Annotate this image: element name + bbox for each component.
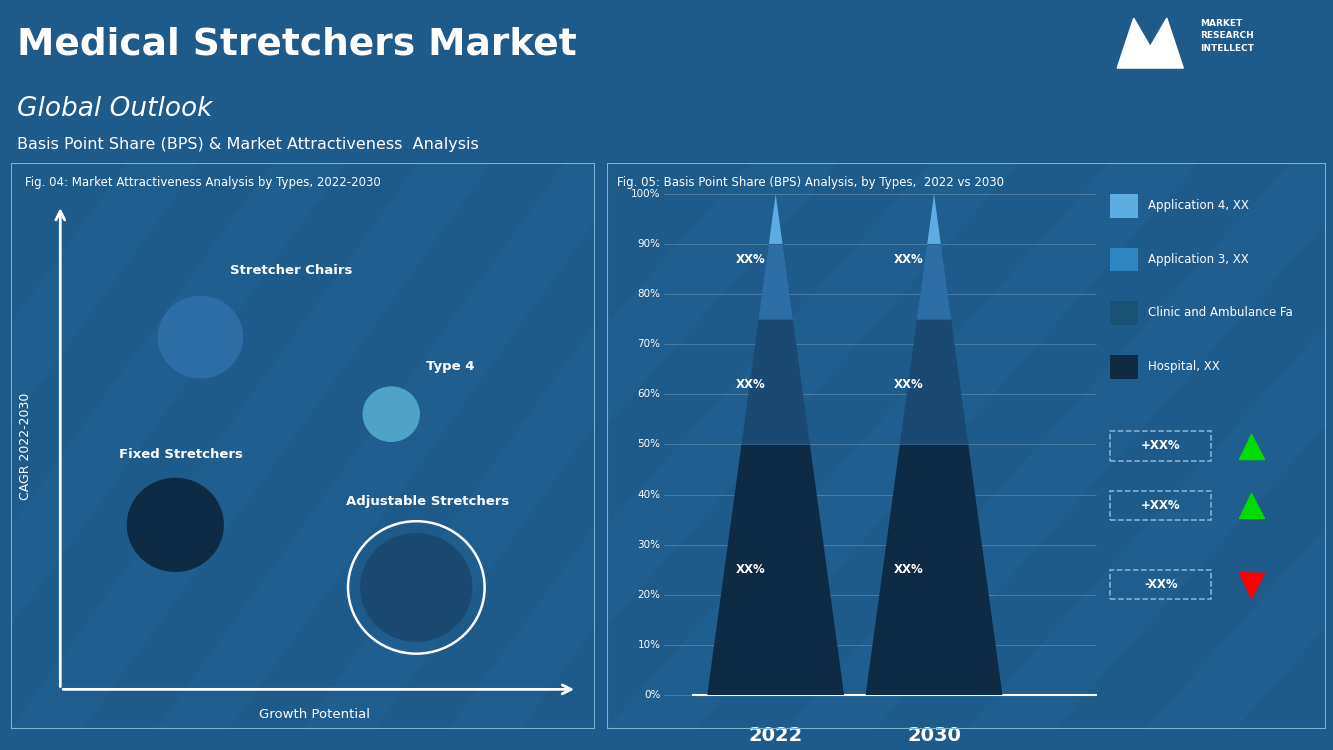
Polygon shape [1117,18,1184,68]
Text: CAGR 2022-2030: CAGR 2022-2030 [19,392,32,500]
Polygon shape [741,320,810,445]
Polygon shape [769,194,782,244]
Text: 60%: 60% [637,389,661,399]
Text: 100%: 100% [631,189,661,199]
Text: XX%: XX% [894,253,924,266]
Text: 2030: 2030 [906,726,961,746]
Circle shape [159,296,243,378]
Text: Fig. 05: Basis Point Share (BPS) Analysis, by Types,  2022 vs 2030: Fig. 05: Basis Point Share (BPS) Analysi… [617,176,1004,189]
Text: XX%: XX% [736,563,765,576]
Circle shape [363,387,420,441]
Text: 90%: 90% [637,239,661,249]
Polygon shape [758,244,793,320]
Text: Application 3, XX: Application 3, XX [1148,253,1249,266]
Text: +XX%: +XX% [1141,499,1181,512]
Bar [1110,194,1138,217]
Text: Hospital, XX: Hospital, XX [1148,360,1220,373]
Circle shape [128,478,223,572]
Text: Medical Stretchers Market: Medical Stretchers Market [17,26,577,62]
Text: XX%: XX% [894,378,924,391]
Text: 80%: 80% [637,289,661,299]
Polygon shape [865,445,1002,695]
Polygon shape [928,194,941,244]
Text: -XX%: -XX% [1144,578,1177,591]
Text: 70%: 70% [637,339,661,350]
Bar [1110,302,1138,326]
Bar [1110,356,1138,379]
Text: MARKET
RESEARCH
INTELLECT: MARKET RESEARCH INTELLECT [1200,19,1254,53]
Text: XX%: XX% [736,253,765,266]
Text: 30%: 30% [637,540,661,550]
Text: 50%: 50% [637,440,661,449]
Text: 20%: 20% [637,590,661,600]
Text: XX%: XX% [736,378,765,391]
Text: 10%: 10% [637,640,661,650]
Polygon shape [708,445,844,695]
Text: Type 4: Type 4 [427,360,475,373]
Polygon shape [900,320,968,445]
Text: 40%: 40% [637,490,661,500]
Text: 0%: 0% [644,690,661,700]
Text: Clinic and Ambulance Fa: Clinic and Ambulance Fa [1148,306,1293,320]
Text: Global Outlook: Global Outlook [17,96,213,122]
Circle shape [361,534,472,641]
Polygon shape [917,244,952,320]
Text: Stretcher Chairs: Stretcher Chairs [229,263,352,277]
Text: +XX%: +XX% [1141,440,1181,452]
Text: XX%: XX% [894,563,924,576]
Text: Fixed Stretchers: Fixed Stretchers [119,448,243,461]
Text: Application 4, XX: Application 4, XX [1148,199,1249,211]
Text: 2022: 2022 [749,726,802,746]
Bar [1110,248,1138,272]
Text: Growth Potential: Growth Potential [259,707,369,721]
Text: Basis Point Share (BPS) & Market Attractiveness  Analysis: Basis Point Share (BPS) & Market Attract… [17,136,479,152]
Text: Fig. 04: Market Attractiveness Analysis by Types, 2022-2030: Fig. 04: Market Attractiveness Analysis … [25,176,381,189]
Text: Adjustable Stretchers: Adjustable Stretchers [347,495,509,508]
